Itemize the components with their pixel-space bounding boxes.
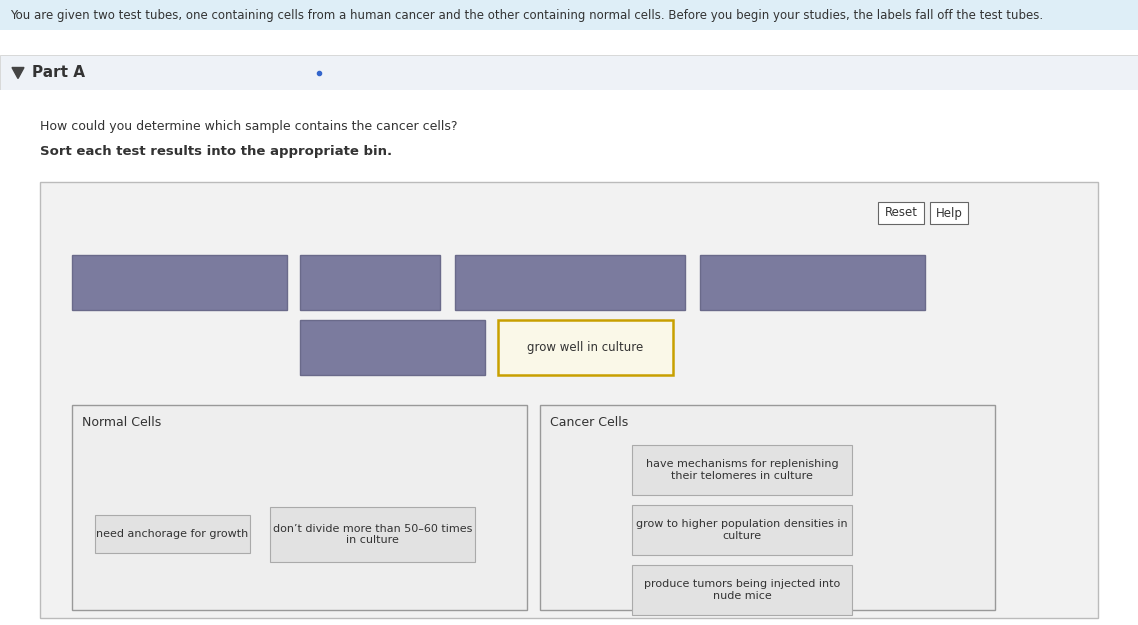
FancyBboxPatch shape — [541, 405, 995, 610]
FancyBboxPatch shape — [270, 507, 475, 562]
Text: Normal Cells: Normal Cells — [82, 416, 162, 429]
FancyBboxPatch shape — [700, 255, 925, 310]
FancyBboxPatch shape — [0, 90, 1138, 182]
FancyBboxPatch shape — [930, 202, 968, 224]
FancyBboxPatch shape — [40, 182, 1098, 618]
Text: How could you determine which sample contains the cancer cells?: How could you determine which sample con… — [40, 120, 457, 133]
FancyBboxPatch shape — [72, 255, 287, 310]
Text: grow well in culture: grow well in culture — [527, 341, 644, 354]
FancyBboxPatch shape — [498, 320, 673, 375]
FancyBboxPatch shape — [632, 505, 852, 555]
Text: need anchorage for growth: need anchorage for growth — [97, 529, 248, 539]
FancyBboxPatch shape — [300, 320, 485, 375]
FancyBboxPatch shape — [632, 565, 852, 615]
Text: Part A: Part A — [32, 65, 85, 80]
FancyBboxPatch shape — [455, 255, 685, 310]
Text: have mechanisms for replenishing
their telomeres in culture: have mechanisms for replenishing their t… — [645, 459, 839, 481]
Text: Reset: Reset — [884, 206, 917, 219]
FancyBboxPatch shape — [94, 515, 250, 553]
Text: grow to higher population densities in
culture: grow to higher population densities in c… — [636, 519, 848, 541]
Text: Help: Help — [935, 206, 963, 219]
Polygon shape — [13, 68, 24, 79]
FancyBboxPatch shape — [0, 30, 1138, 55]
FancyBboxPatch shape — [72, 405, 527, 610]
Text: You are given two test tubes, one containing cells from a human cancer and the o: You are given two test tubes, one contai… — [10, 9, 1044, 21]
Text: Sort each test results into the appropriate bin.: Sort each test results into the appropri… — [40, 145, 393, 158]
FancyBboxPatch shape — [0, 55, 1138, 90]
FancyBboxPatch shape — [0, 0, 1138, 30]
Text: Cancer Cells: Cancer Cells — [550, 416, 628, 429]
FancyBboxPatch shape — [300, 255, 440, 310]
Text: produce tumors being injected into
nude mice: produce tumors being injected into nude … — [644, 579, 840, 601]
FancyBboxPatch shape — [879, 202, 924, 224]
FancyBboxPatch shape — [0, 90, 1138, 120]
Text: don’t divide more than 50–60 times
in culture: don’t divide more than 50–60 times in cu… — [273, 524, 472, 545]
FancyBboxPatch shape — [632, 445, 852, 495]
